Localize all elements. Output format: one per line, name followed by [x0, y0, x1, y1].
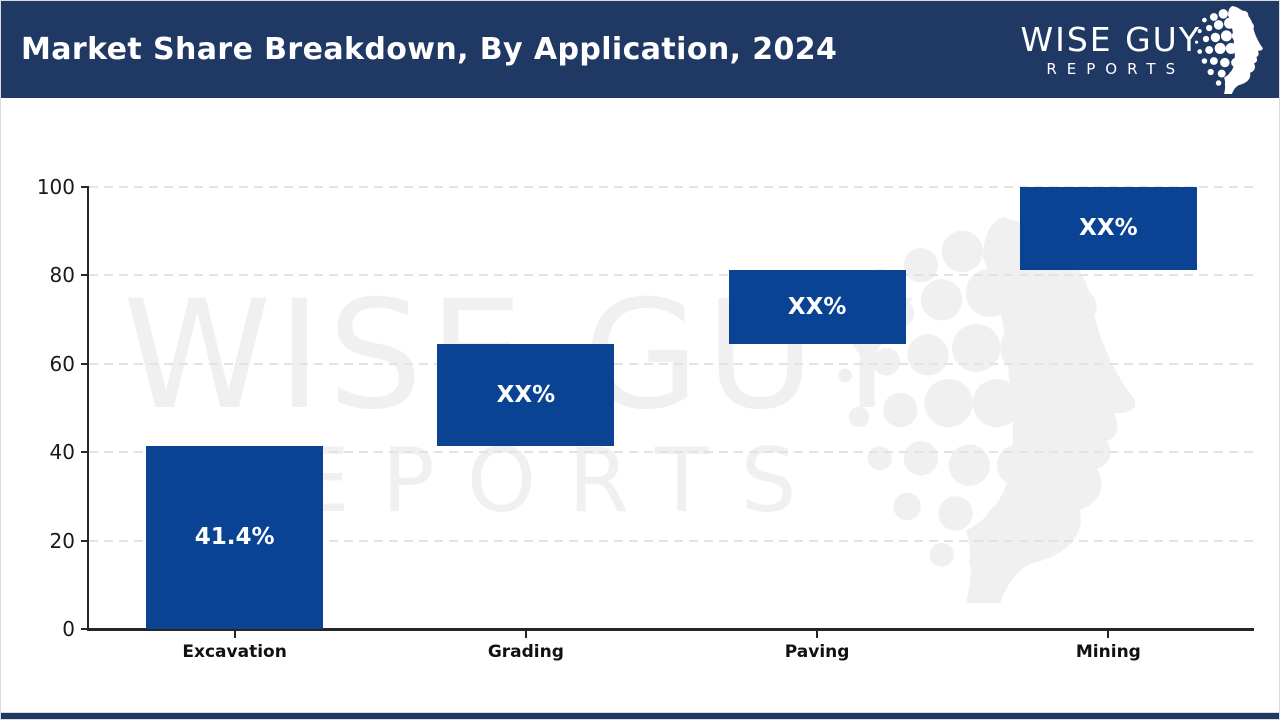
bar-value-label-mining: XX%: [1079, 215, 1138, 242]
gridline-100: [89, 186, 1254, 188]
y-tick-60: [81, 362, 89, 365]
gridline-40: [89, 451, 1254, 454]
y-tick-40: [81, 451, 89, 454]
x-tick-label-grading: Grading: [487, 642, 564, 662]
bar-excavation: 41.4%: [146, 446, 324, 629]
y-tick-0: [81, 628, 89, 630]
y-tick-label-80: 80: [49, 263, 75, 288]
header-bar: Market Share Breakdown, By Application, …: [1, 1, 1279, 98]
bar-value-label-excavation: 41.4%: [194, 524, 275, 551]
x-tick-mining: [1107, 631, 1110, 638]
bar-grading: XX%: [437, 344, 615, 446]
bar-mining: XX%: [1019, 187, 1197, 270]
wiseguy-logo: WISE GUY REPORTS: [1020, 6, 1271, 94]
y-tick-label-100: 100: [36, 175, 75, 199]
logo-subtext: REPORTS: [1046, 59, 1186, 78]
y-tick-label-60: 60: [49, 351, 75, 376]
logo-text: WISE GUY REPORTS: [1020, 20, 1201, 78]
gridline-80: [89, 274, 1254, 277]
x-axis-line: [87, 628, 1254, 631]
x-tick-label-mining: Mining: [1075, 642, 1141, 662]
y-tick-80: [81, 274, 89, 277]
logo-wordmark: WISE GUY: [1020, 20, 1201, 60]
watermark-head-icon: [809, 217, 1157, 603]
footer-strip: [1, 712, 1279, 719]
page-title: Market Share Breakdown, By Application, …: [21, 32, 838, 67]
x-tick-paving: [816, 631, 819, 638]
gridline-60: [89, 362, 1254, 365]
bar-value-label-grading: XX%: [496, 382, 556, 409]
dotted-head-logo-icon: [1185, 6, 1271, 94]
y-tick-label-0: 0: [62, 617, 75, 641]
y-tick-label-40: 40: [49, 440, 75, 465]
bar-value-label-paving: XX%: [787, 293, 847, 320]
y-tick-20: [81, 539, 89, 542]
y-axis-line: [87, 187, 89, 631]
gridline-20: [89, 539, 1254, 542]
x-tick-excavation: [233, 631, 236, 638]
x-tick-label-paving: Paving: [784, 642, 850, 662]
x-tick-label-excavation: Excavation: [182, 642, 287, 662]
x-tick-grading: [524, 631, 527, 638]
y-tick-100: [81, 186, 89, 188]
bar-paving: XX%: [728, 269, 906, 345]
y-tick-label-20: 20: [49, 528, 75, 553]
